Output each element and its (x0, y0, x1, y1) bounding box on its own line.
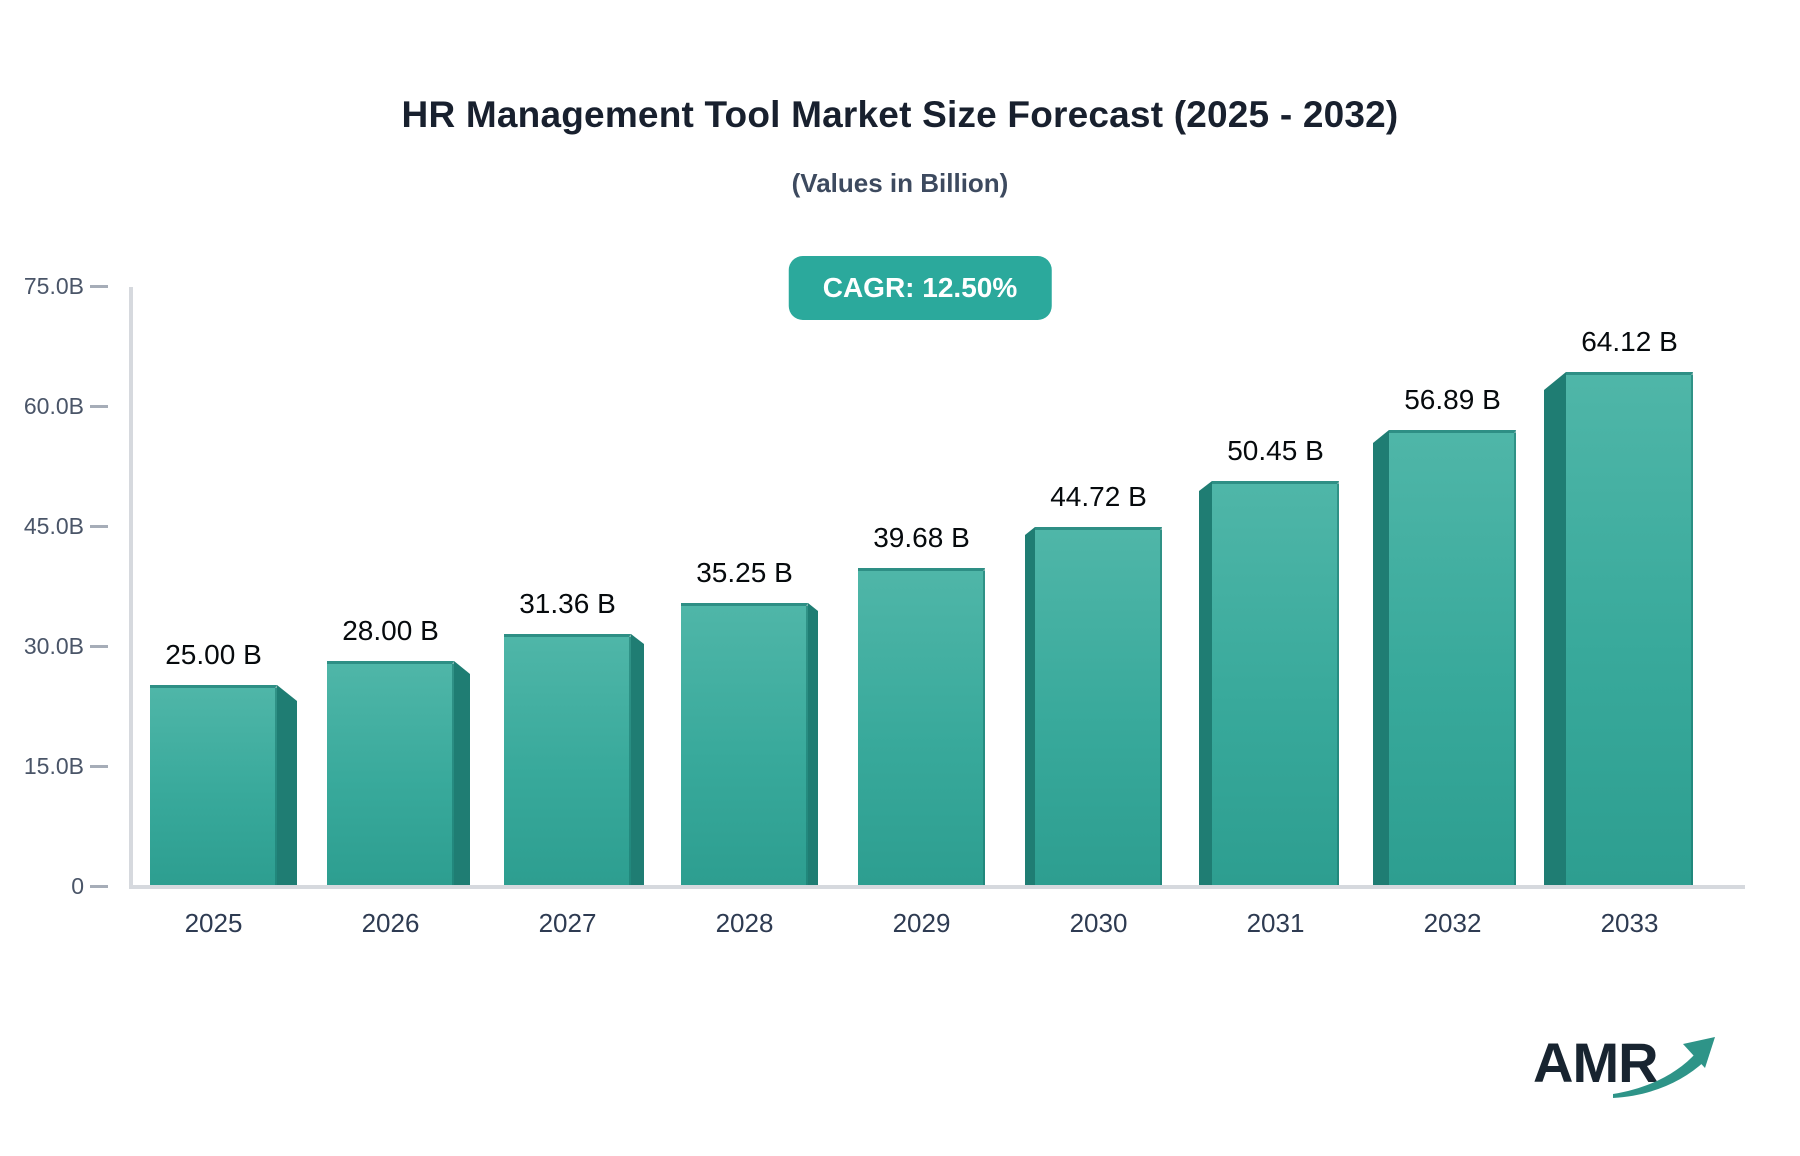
bar-value-label: 50.45 B (1227, 435, 1324, 466)
x-axis-line (129, 885, 1745, 889)
y-tick-mark (90, 885, 108, 888)
x-tick-label: 2028 (715, 908, 774, 938)
x-tick-label: 2033 (1600, 908, 1659, 938)
cagr-badge: CAGR: 12.50% (788, 256, 1052, 320)
y-tick-mark (90, 405, 108, 408)
x-tick-label: 2027 (538, 908, 597, 938)
trend-up-arrow-icon (1613, 1037, 1715, 1098)
amr-logo: AMR (1533, 1032, 1733, 1112)
bar-3d-side (1199, 481, 1212, 885)
y-tick-label: 30.0B (23, 633, 84, 659)
x-tick-label: 2031 (1246, 908, 1305, 938)
bar-value-label: 56.89 B (1404, 384, 1501, 415)
bar-2026 (327, 661, 454, 885)
y-tick-mark (90, 525, 108, 528)
y-tick-label: 60.0B (23, 393, 84, 419)
x-tick-label: 2025 (184, 908, 243, 938)
bar-value-label: 35.25 B (696, 557, 793, 588)
x-tick-label: 2026 (361, 908, 420, 938)
bar-3d-side (454, 661, 470, 885)
y-tick-mark (90, 645, 108, 648)
bar-value-label: 44.72 B (1050, 481, 1147, 512)
bar-2031 (1212, 481, 1339, 885)
y-tick-label: 75.0B (23, 273, 84, 299)
bar-3d-side (1025, 527, 1035, 885)
x-tick-label: 2032 (1423, 908, 1482, 938)
bar-value-label: 25.00 B (165, 639, 262, 670)
bar-3d-side (1373, 430, 1389, 885)
y-tick-label: 0 (71, 873, 84, 899)
bar-value-label: 64.12 B (1581, 326, 1678, 357)
x-tick-label: 2029 (892, 908, 951, 938)
y-tick-mark (90, 765, 108, 768)
y-tick-label: 45.0B (23, 513, 84, 539)
chart-title: HR Management Tool Market Size Forecast … (401, 94, 1399, 135)
bar-value-label: 39.68 B (873, 522, 970, 553)
bar-2029 (858, 568, 985, 885)
y-tick-label: 15.0B (23, 753, 84, 779)
bar-2025 (150, 685, 277, 885)
y-tick-mark (90, 285, 108, 288)
bar-2033 (1566, 372, 1693, 885)
bar-2032 (1389, 430, 1516, 885)
bar-3d-side (631, 634, 644, 885)
x-tick-label: 2030 (1069, 908, 1128, 938)
amr-logo-text: AMR (1533, 1031, 1659, 1094)
bar-2027 (504, 634, 631, 885)
bar-2030 (1035, 527, 1162, 885)
chart-subtitle: (Values in Billion) (791, 168, 1009, 198)
bar-3d-side (1544, 372, 1566, 885)
bar-3d-side (808, 603, 818, 885)
y-axis-line (129, 287, 133, 889)
bar-value-label: 28.00 B (342, 615, 439, 646)
bar-2028 (681, 603, 808, 885)
bar-3d-side (277, 685, 297, 885)
bar-value-label: 31.36 B (519, 588, 616, 619)
